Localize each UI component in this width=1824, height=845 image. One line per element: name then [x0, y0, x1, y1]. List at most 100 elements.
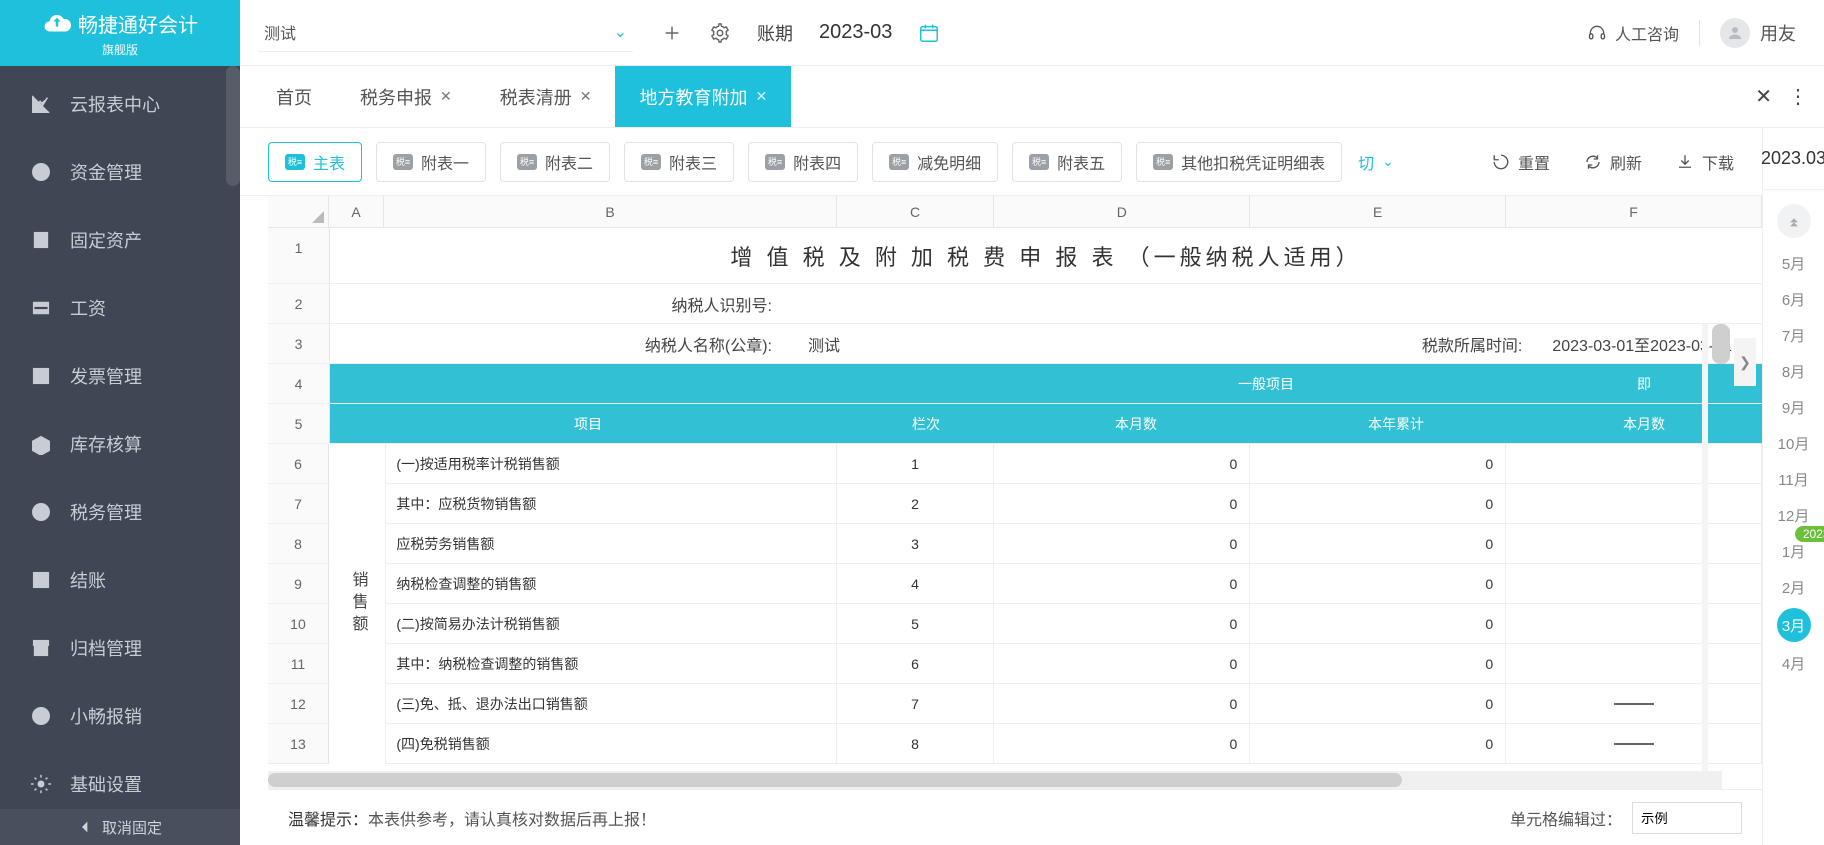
sidebar-item-money[interactable]: 资金管理	[0, 138, 240, 206]
sidebar-item-salary[interactable]: 工资	[0, 274, 240, 342]
subtab[interactable]: 税≡附表一	[376, 142, 486, 182]
user-menu[interactable]: 用友	[1720, 18, 1796, 48]
cell[interactable]: 0	[1250, 684, 1506, 723]
row-num[interactable]: 9	[268, 564, 329, 603]
tab[interactable]: 税务申报✕	[336, 66, 476, 127]
col-E[interactable]: E	[1250, 196, 1506, 227]
cell[interactable]	[1506, 444, 1762, 483]
rail-month[interactable]: 11月	[1771, 464, 1817, 494]
sidebar-item-chart[interactable]: 云报表中心	[0, 70, 240, 138]
cell[interactable]: (一)按适用税率计税销售额	[384, 444, 836, 483]
rail-month[interactable]: 9月	[1771, 392, 1817, 422]
rail-month[interactable]: 8月	[1771, 356, 1817, 386]
rail-month[interactable]: 4月	[1771, 648, 1817, 678]
cell[interactable]: 0	[1250, 644, 1506, 683]
refresh-button[interactable]: 刷新	[1584, 150, 1642, 174]
cell[interactable]: 4	[837, 564, 995, 603]
cell[interactable]	[1506, 564, 1762, 603]
sidebar-item-building[interactable]: 固定资产	[0, 206, 240, 274]
rail-month[interactable]: 7月	[1771, 320, 1817, 350]
celledit-input[interactable]	[1632, 802, 1742, 834]
row-num[interactable]: 11	[268, 644, 329, 683]
subtab[interactable]: 税≡附表三	[624, 142, 734, 182]
cell[interactable]: 2	[837, 484, 995, 523]
row-num[interactable]: 6	[268, 444, 329, 483]
close-icon[interactable]: ✕	[580, 88, 592, 105]
cell[interactable]: 0	[1250, 564, 1506, 603]
vscroll-thumb[interactable]	[1712, 324, 1730, 364]
tab[interactable]: 税表清册✕	[476, 66, 616, 127]
download-button[interactable]: 下载	[1676, 150, 1734, 174]
cell[interactable]: 7	[837, 684, 995, 723]
rail-month[interactable]: 5月	[1771, 248, 1817, 278]
col-F[interactable]: F	[1506, 196, 1762, 227]
row-num[interactable]: 10	[268, 604, 329, 643]
subtab[interactable]: 税≡附表四	[748, 142, 858, 182]
cell[interactable]	[1506, 684, 1762, 723]
subtab[interactable]: 税≡其他扣税凭证明细表	[1136, 142, 1342, 182]
row-num[interactable]: 13	[268, 724, 329, 763]
subtab[interactable]: 税≡附表二	[500, 142, 610, 182]
subtab[interactable]: 税≡主表	[268, 142, 362, 182]
rail-month[interactable]: 3月	[1777, 608, 1811, 642]
sidebar-item-invoice[interactable]: 发票管理	[0, 342, 240, 410]
cell[interactable]	[1506, 524, 1762, 563]
reset-button[interactable]: 重置	[1492, 150, 1550, 174]
cell[interactable]: 应税劳务销售额	[384, 524, 836, 563]
cell[interactable]: 6	[837, 644, 995, 683]
hscroll-track[interactable]	[268, 771, 1722, 789]
support-button[interactable]: 人工咨询	[1587, 21, 1679, 45]
cell[interactable]: 8	[837, 724, 995, 763]
close-icon[interactable]: ✕	[755, 88, 767, 105]
cell[interactable]	[1506, 724, 1762, 763]
cell[interactable]: (二)按简易办法计税销售额	[384, 604, 836, 643]
collapse-right-rail[interactable]: ❯	[1734, 338, 1756, 386]
sidebar-item-settings[interactable]: 基础设置	[0, 750, 240, 818]
rail-month[interactable]: 10月	[1771, 428, 1817, 458]
cell[interactable]: 0	[994, 604, 1250, 643]
cell[interactable]: 0	[1250, 484, 1506, 523]
cell[interactable]	[1506, 604, 1762, 643]
cell[interactable]: 1	[837, 444, 995, 483]
subtab[interactable]: 税≡附表五	[1012, 142, 1122, 182]
cell[interactable]: 0	[1250, 524, 1506, 563]
calendar-icon[interactable]	[918, 22, 940, 44]
row-num[interactable]: 12	[268, 684, 329, 723]
cell[interactable]: 3	[837, 524, 995, 563]
row-num[interactable]: 5	[268, 404, 330, 443]
plus-icon[interactable]	[661, 22, 683, 44]
col-A[interactable]: A	[329, 196, 384, 227]
cell[interactable]: 其中：纳税检查调整的销售额	[384, 644, 836, 683]
sidebar-item-stock[interactable]: 库存核算	[0, 410, 240, 478]
rail-month[interactable]: 20231月	[1771, 536, 1817, 566]
rail-month[interactable]: 2月	[1771, 572, 1817, 602]
cell[interactable]: 其中：应税货物销售额	[384, 484, 836, 523]
col-B[interactable]: B	[384, 196, 837, 227]
close-icon[interactable]: ✕	[440, 88, 452, 105]
cell[interactable]	[1506, 484, 1762, 523]
row-num[interactable]: 2	[268, 284, 330, 323]
select-all-corner[interactable]	[268, 196, 329, 227]
sidebar-item-close[interactable]: 结账	[0, 546, 240, 614]
cell[interactable]: 0	[1250, 724, 1506, 763]
cell[interactable]: 5	[837, 604, 995, 643]
row-num[interactable]: 8	[268, 524, 329, 563]
row-num[interactable]: 3	[268, 324, 330, 363]
row-num[interactable]: 7	[268, 484, 329, 523]
col-D[interactable]: D	[994, 196, 1250, 227]
tab[interactable]: 首页	[252, 66, 336, 127]
cell[interactable]: 0	[1250, 604, 1506, 643]
cell[interactable]: 0	[994, 564, 1250, 603]
sidebar-scrollbar[interactable]	[226, 66, 240, 186]
tab[interactable]: 地方教育附加✕	[615, 66, 791, 127]
sidebar-item-xc[interactable]: 小畅报销	[0, 682, 240, 750]
cell[interactable]: 0	[994, 724, 1250, 763]
gear-icon[interactable]	[709, 22, 731, 44]
cell[interactable]	[1506, 644, 1762, 683]
cell[interactable]: 0	[994, 484, 1250, 523]
cell[interactable]: 0	[994, 444, 1250, 483]
tabs-more-icon[interactable]: ⋮	[1788, 84, 1808, 109]
hscroll-thumb[interactable]	[268, 773, 1402, 787]
sidebar-item-tax[interactable]: 税务管理	[0, 478, 240, 546]
subtab[interactable]: 税≡减免明细	[872, 142, 998, 182]
